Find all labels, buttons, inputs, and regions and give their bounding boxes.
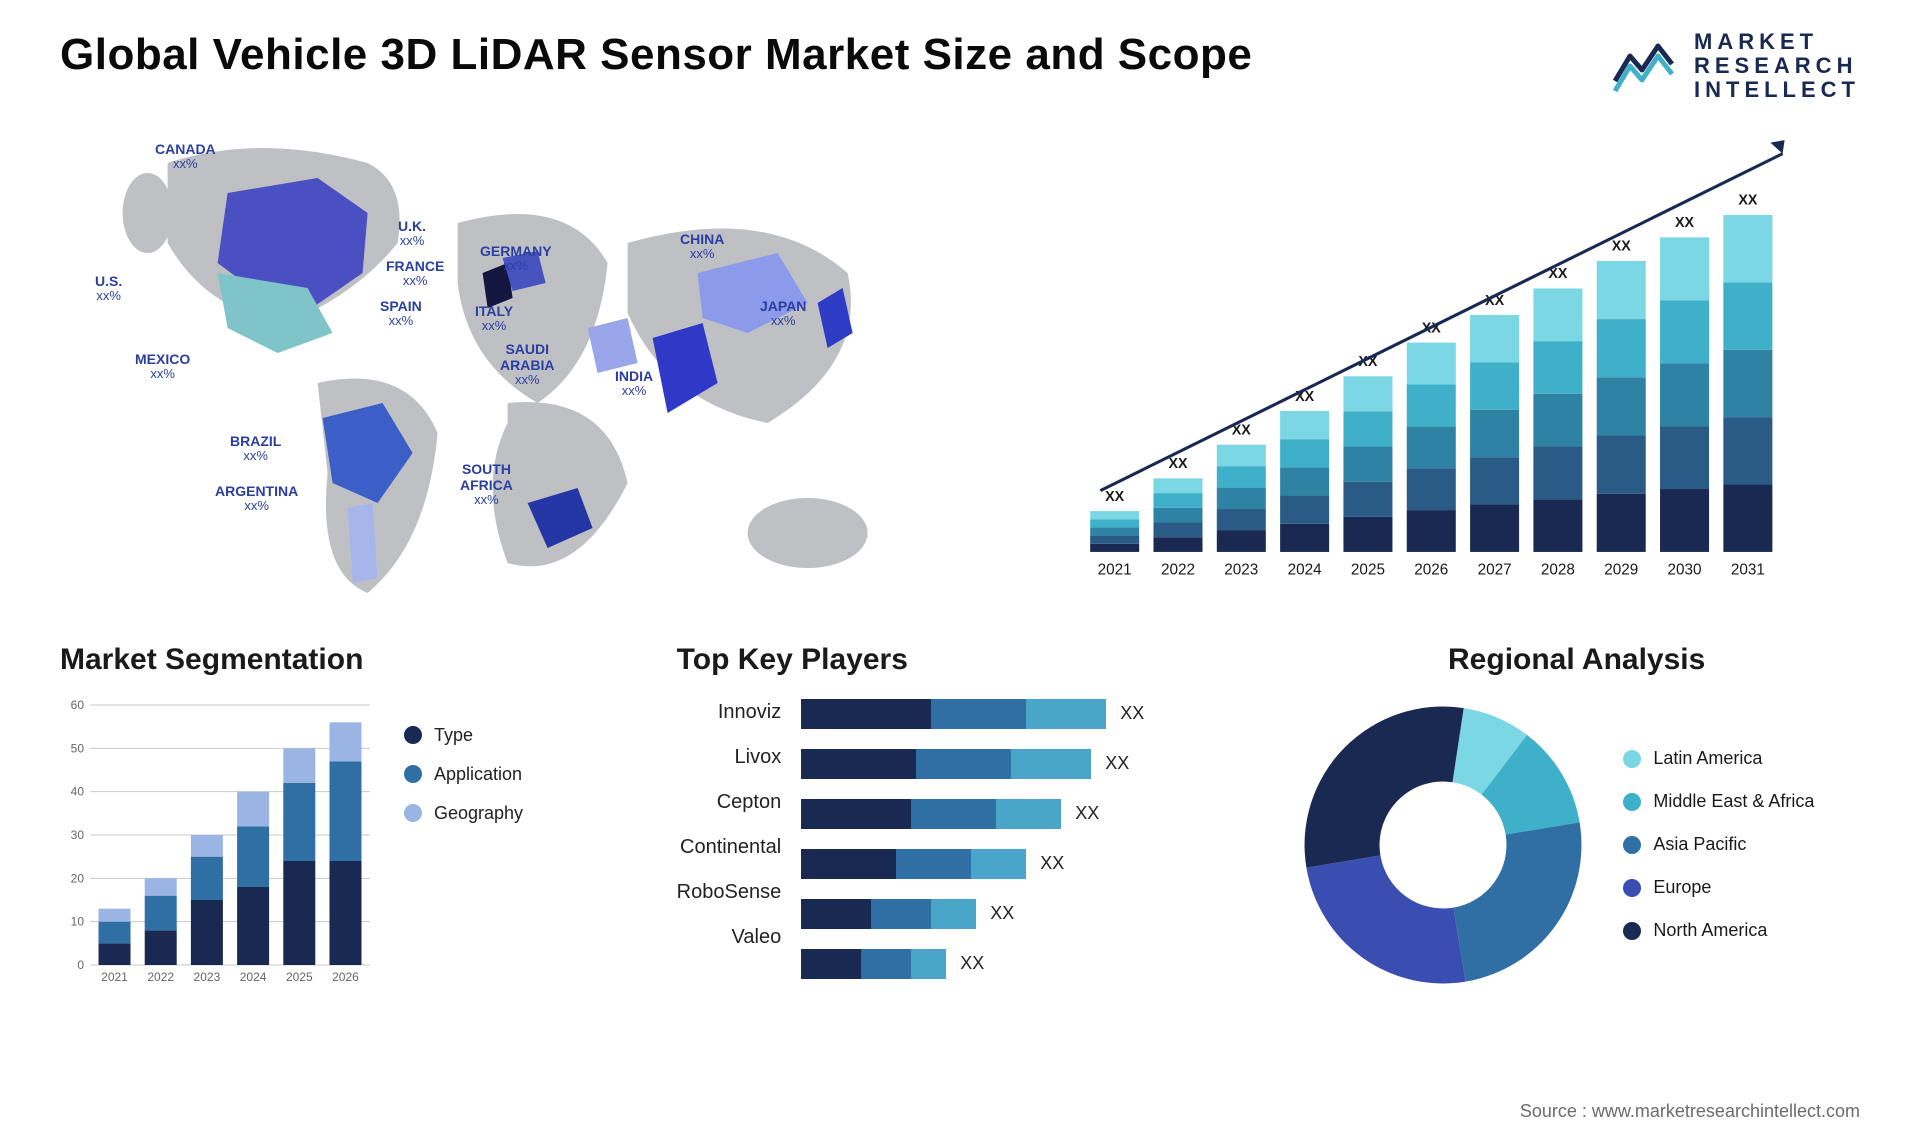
region-legend-north-america: North America (1623, 920, 1814, 941)
map-label-south-africa: SOUTHAFRICAxx% (460, 461, 513, 508)
seg-legend-geography: Geography (404, 803, 523, 824)
logo-line3: INTELLECT (1694, 78, 1860, 102)
svg-text:XX: XX (1675, 215, 1695, 231)
logo-line2: RESEARCH (1694, 54, 1860, 78)
svg-text:20: 20 (71, 871, 85, 885)
segmentation-panel: Market Segmentation 0 10 20 30 40 50 60 2021 202… (60, 643, 627, 995)
seg-legend-application: Application (404, 764, 523, 785)
svg-text:2022: 2022 (1161, 561, 1195, 578)
player-bar-livox: XX (801, 749, 1243, 779)
region-legend-europe: Europe (1623, 877, 1814, 898)
map-label-germany: GERMANYxx% (480, 243, 552, 274)
map-label-u-k-: U.K.xx% (398, 218, 426, 249)
svg-text:2021: 2021 (1098, 561, 1132, 578)
player-value: XX (1075, 803, 1099, 824)
bottom-row: Market Segmentation 0 10 20 30 40 50 60 2021 202… (60, 643, 1860, 995)
player-value: XX (1040, 853, 1064, 874)
svg-text:2023: 2023 (1225, 561, 1259, 578)
player-bar-cepton: XX (801, 799, 1243, 829)
world-map-panel: CANADAxx% U.S.xx% MEXICOxx% BRAZILxx% ARGENT… (60, 123, 975, 603)
svg-text:2023: 2023 (194, 970, 221, 984)
svg-text:2025: 2025 (1351, 561, 1385, 578)
svg-text:2024: 2024 (1288, 561, 1323, 578)
player-label-valeo: Valeo (732, 926, 782, 949)
svg-text:30: 30 (71, 828, 85, 842)
player-bar-robosense: XX (801, 899, 1243, 929)
map-label-brazil: BRAZILxx% (230, 433, 281, 464)
region-legend-middle-east-africa: Middle East & Africa (1623, 791, 1814, 812)
growth-chart: XX2021XX2022XX2023XX2024XX2025XX2026XX20… (1015, 123, 1860, 603)
logo-line1: MARKET (1694, 30, 1860, 54)
map-label-france: FRANCExx% (386, 258, 444, 289)
player-value: XX (990, 903, 1014, 924)
logo-icon (1610, 36, 1680, 96)
svg-text:40: 40 (71, 784, 85, 798)
player-bar-valeo: XX (801, 949, 1243, 979)
player-label-cepton: Cepton (717, 791, 782, 814)
player-bar-continental: XX (801, 849, 1243, 879)
regional-donut (1293, 695, 1593, 995)
svg-text:XX: XX (1105, 488, 1125, 504)
player-label-robosense: RoboSense (677, 881, 782, 904)
players-labels: Innoviz Livox Cepton Continental RoboSense Va… (677, 701, 782, 979)
segmentation-title: Market Segmentation (60, 643, 627, 677)
segmentation-legend: Type Application Geography (404, 725, 523, 824)
svg-text:2027: 2027 (1478, 561, 1512, 578)
svg-text:2026: 2026 (1414, 561, 1448, 578)
top-row: CANADAxx% U.S.xx% MEXICOxx% BRAZILxx% ARGENT… (60, 123, 1860, 603)
logo-text: MARKET RESEARCH INTELLECT (1694, 30, 1860, 103)
segmentation-chart: 0 10 20 30 40 50 60 2021 2022 2023 2024 2025 2026 (60, 695, 380, 995)
svg-text:2021: 2021 (101, 970, 128, 984)
players-panel: Top Key Players Innoviz Livox Cepton Contin… (677, 643, 1244, 995)
map-label-japan: JAPANxx% (760, 298, 806, 329)
regional-legend: Latin America Middle East & Africa Asia Pa… (1623, 748, 1814, 941)
map-label-italy: ITALYxx% (475, 303, 513, 334)
source-label: Source : www.marketresearchintellect.com (1520, 1101, 1860, 1122)
player-bar-innoviz: XX (801, 699, 1243, 729)
svg-text:0: 0 (77, 958, 84, 972)
header: Global Vehicle 3D LiDAR Sensor Market Si… (60, 30, 1860, 103)
svg-text:50: 50 (71, 741, 85, 755)
svg-text:XX: XX (1169, 456, 1189, 472)
map-label-india: INDIAxx% (615, 368, 653, 399)
svg-text:2028: 2028 (1541, 561, 1575, 578)
player-label-innoviz: Innoviz (718, 701, 781, 724)
player-value: XX (1105, 753, 1129, 774)
players-title: Top Key Players (677, 643, 1244, 677)
svg-text:XX: XX (1739, 192, 1759, 208)
map-label-saudi-arabia: SAUDIARABIAxx% (500, 341, 554, 388)
map-label-argentina: ARGENTINAxx% (215, 483, 298, 514)
map-label-spain: SPAINxx% (380, 298, 422, 329)
map-label-china: CHINAxx% (680, 231, 724, 262)
svg-text:2031: 2031 (1731, 561, 1765, 578)
player-label-continental: Continental (680, 836, 781, 859)
svg-text:2026: 2026 (332, 970, 359, 984)
player-value: XX (1120, 703, 1144, 724)
page-title: Global Vehicle 3D LiDAR Sensor Market Si… (60, 30, 1252, 80)
svg-text:2030: 2030 (1668, 561, 1702, 578)
regional-panel: Regional Analysis Latin America Middle Ea… (1293, 643, 1860, 995)
svg-text:2024: 2024 (240, 970, 267, 984)
player-value: XX (960, 953, 984, 974)
map-label-u-s-: U.S.xx% (95, 273, 122, 304)
svg-text:XX: XX (1612, 238, 1632, 254)
brand-logo: MARKET RESEARCH INTELLECT (1610, 30, 1860, 103)
players-bars: XX XX XX XX XX XX (801, 699, 1243, 979)
svg-text:2029: 2029 (1604, 561, 1638, 578)
svg-text:10: 10 (71, 914, 85, 928)
region-legend-asia-pacific: Asia Pacific (1623, 834, 1814, 855)
svg-text:60: 60 (71, 698, 85, 712)
regional-title: Regional Analysis (1293, 643, 1860, 677)
region-legend-latin-america: Latin America (1623, 748, 1814, 769)
map-label-canada: CANADAxx% (155, 141, 216, 172)
player-label-livox: Livox (735, 746, 782, 769)
seg-legend-type: Type (404, 725, 523, 746)
map-label-mexico: MEXICOxx% (135, 351, 190, 382)
svg-text:2022: 2022 (147, 970, 174, 984)
svg-text:2025: 2025 (286, 970, 313, 984)
